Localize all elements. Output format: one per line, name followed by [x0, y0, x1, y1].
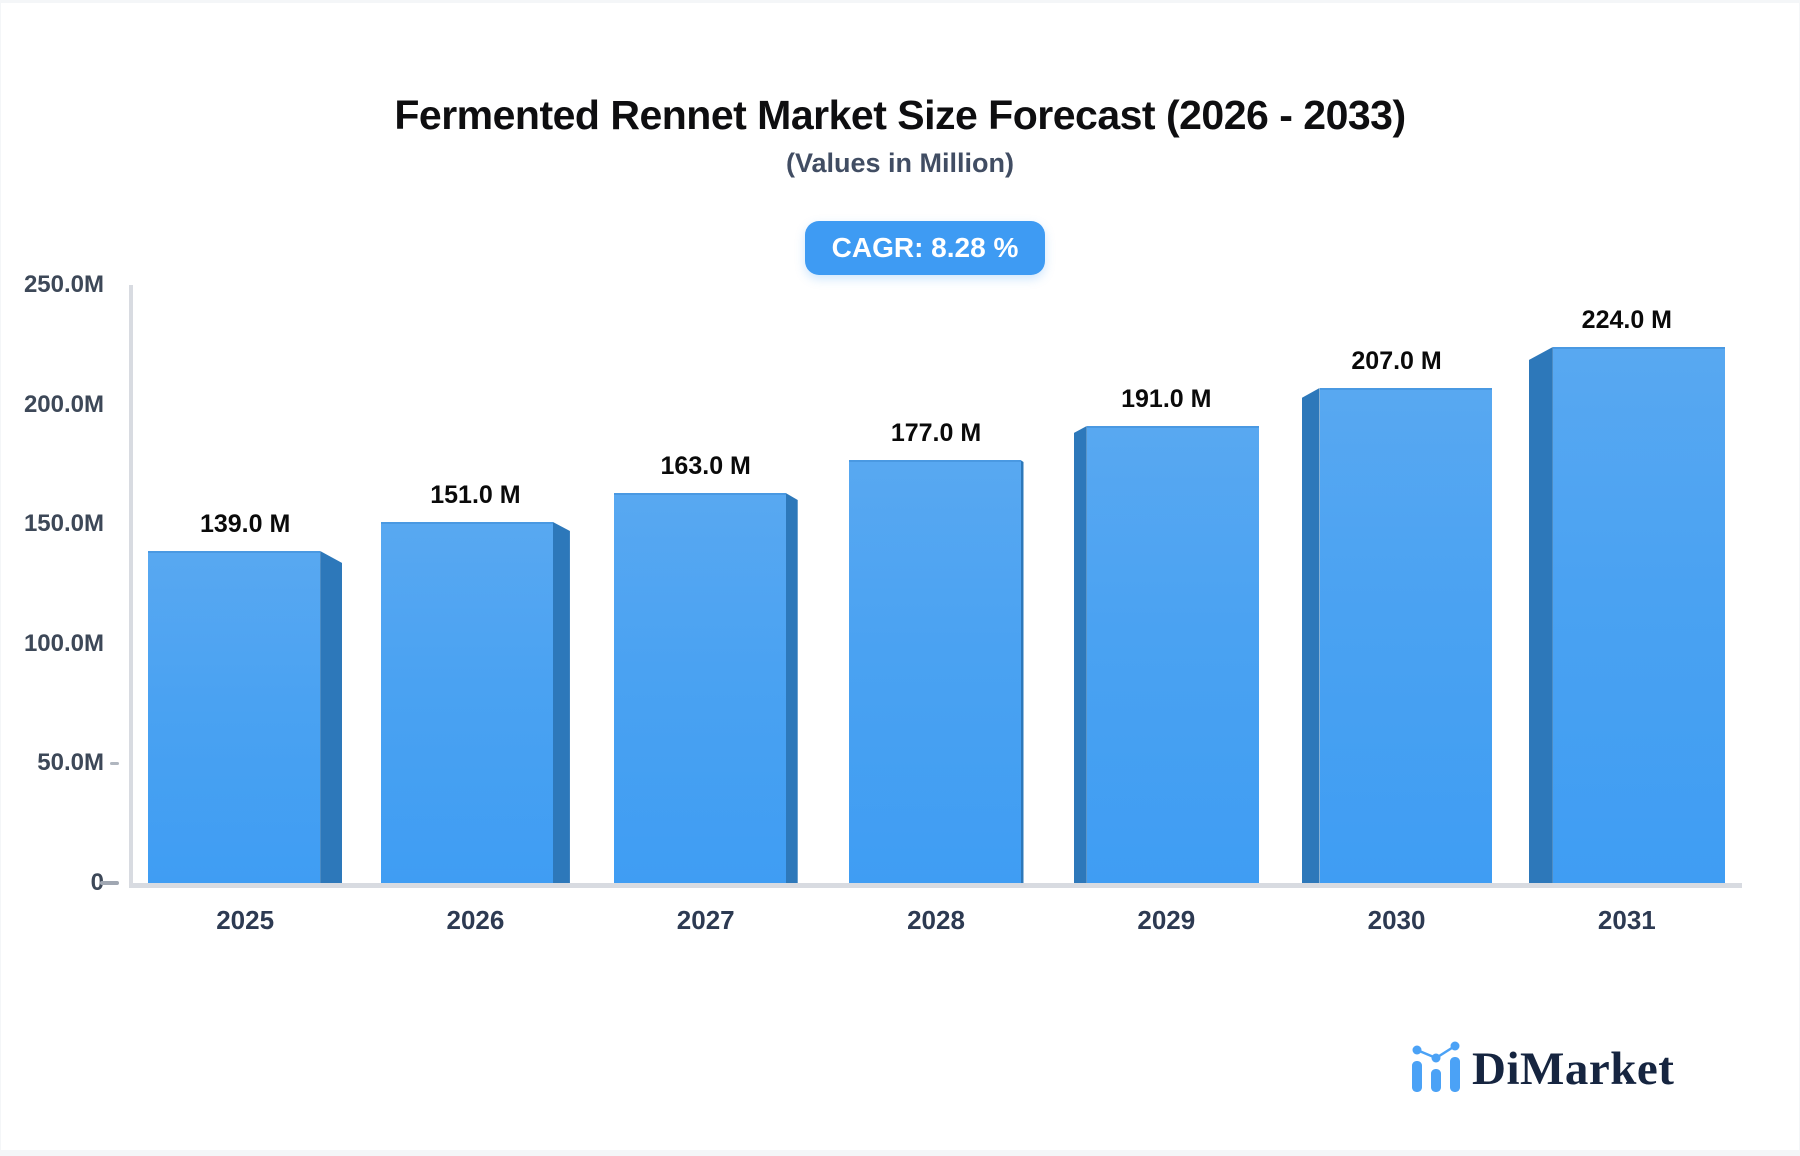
bar-value-label: 163.0 M: [660, 452, 751, 480]
bar-2027: [613, 493, 786, 883]
x-tick-label: 2027: [676, 905, 735, 935]
x-tick-label: 2030: [1367, 905, 1426, 935]
cagr-badge: CAGR: 8.28 %: [804, 221, 1046, 275]
dimarket-logo: DiMarket: [1412, 1040, 1675, 1096]
chart-subtitle: (Values in Million): [785, 148, 1015, 178]
y-tick-label: 100.0M: [23, 629, 104, 657]
y-axis-line: [129, 285, 133, 886]
brand-text: DiMarket: [1472, 1043, 1675, 1096]
x-axis-line: [129, 883, 1742, 888]
bar-2025: [148, 551, 321, 883]
x-tick-label: 2025: [216, 905, 275, 935]
bar-side-2031: [1528, 347, 1553, 883]
bar-value-label: 139.0 M: [199, 510, 291, 538]
bar-2030: [1319, 388, 1492, 883]
chart-title: Fermented Rennet Market Size Forecast (2…: [394, 92, 1406, 138]
y-tick-label: 250.0M: [23, 271, 104, 298]
bar-value-label: 177.0 M: [890, 419, 982, 447]
bar-side-2030: [1301, 388, 1320, 883]
bar-value-label: 151.0 M: [430, 481, 521, 509]
y-tick-label: 200.0M: [23, 390, 104, 418]
bar-side-2026: [552, 522, 570, 883]
bar-value-label: 207.0 M: [1351, 347, 1442, 375]
bar-value-label: 191.0 M: [1121, 385, 1212, 413]
y-tick-mark: [110, 762, 119, 766]
x-tick-label: 2026: [446, 905, 505, 935]
bar-2029: [1086, 426, 1259, 883]
cagr-badge-row: CAGR: 8.28 %: [0, 221, 1800, 275]
y-tick-label: 150.0M: [23, 510, 104, 538]
bar-2031: [1552, 347, 1725, 883]
bar-2026: [380, 522, 553, 883]
x-tick-label: 2028: [907, 905, 965, 935]
bar-side-2025: [320, 551, 343, 883]
x-tick-label: 2031: [1597, 905, 1656, 935]
x-tick-label: 2029: [1137, 905, 1196, 935]
bar-value-label: 224.0 M: [1581, 306, 1673, 334]
y-tick-label: 50.0M: [37, 749, 104, 777]
bar-side-2027: [785, 493, 798, 883]
y-tick-mark: [100, 881, 119, 885]
bar-chart-logo-icon: [1412, 1041, 1460, 1092]
bar-side-2028: [1020, 460, 1024, 883]
y-tick-label: 0: [90, 869, 104, 896]
bar-2028: [848, 460, 1021, 883]
bar-side-2029: [1073, 426, 1087, 883]
